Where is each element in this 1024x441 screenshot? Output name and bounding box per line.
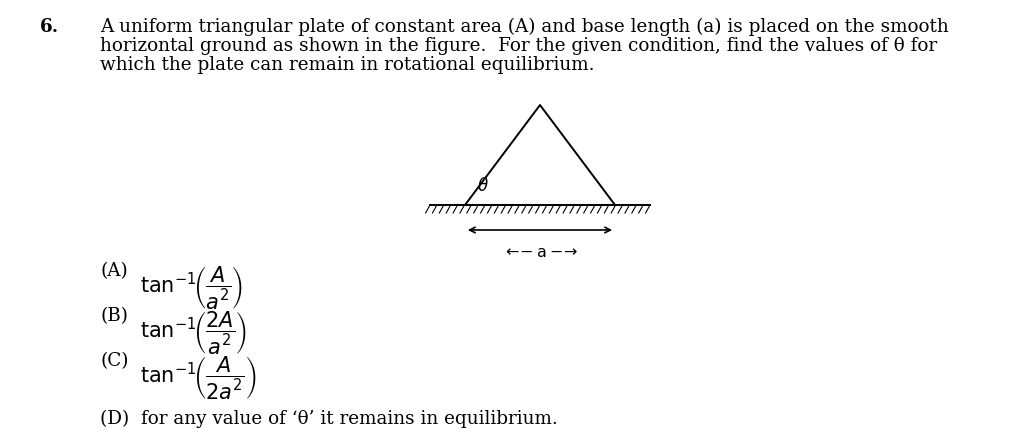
Text: $\mathrm{tan}^{-1}\!\left(\dfrac{2A}{a^2}\right)$: $\mathrm{tan}^{-1}\!\left(\dfrac{2A}{a^2… — [140, 309, 247, 356]
Text: horizontal ground as shown in the figure.  For the given condition, find the val: horizontal ground as shown in the figure… — [100, 37, 937, 55]
Text: (B): (B) — [100, 307, 128, 325]
Text: $\theta$: $\theta$ — [477, 177, 488, 195]
Text: (D)  for any value of ‘θ’ it remains in equilibrium.: (D) for any value of ‘θ’ it remains in e… — [100, 410, 558, 428]
Text: $\mathrm{tan}^{-1}\!\left(\dfrac{A}{a^2}\right)$: $\mathrm{tan}^{-1}\!\left(\dfrac{A}{a^2}… — [140, 264, 243, 311]
Text: which the plate can remain in rotational equilibrium.: which the plate can remain in rotational… — [100, 56, 595, 74]
Text: (A): (A) — [100, 262, 128, 280]
Text: A uniform triangular plate of constant area (A) and base length (a) is placed on: A uniform triangular plate of constant a… — [100, 18, 949, 36]
Text: $\mathrm{tan}^{-1}\!\left(\dfrac{A}{2a^2}\right)$: $\mathrm{tan}^{-1}\!\left(\dfrac{A}{2a^2… — [140, 354, 256, 401]
Text: (C): (C) — [100, 352, 128, 370]
Text: 6.: 6. — [40, 18, 59, 36]
Text: $\leftarrow\!\!-\mathrm{a}-\!\!\rightarrow$: $\leftarrow\!\!-\mathrm{a}-\!\!\rightarr… — [502, 244, 578, 261]
